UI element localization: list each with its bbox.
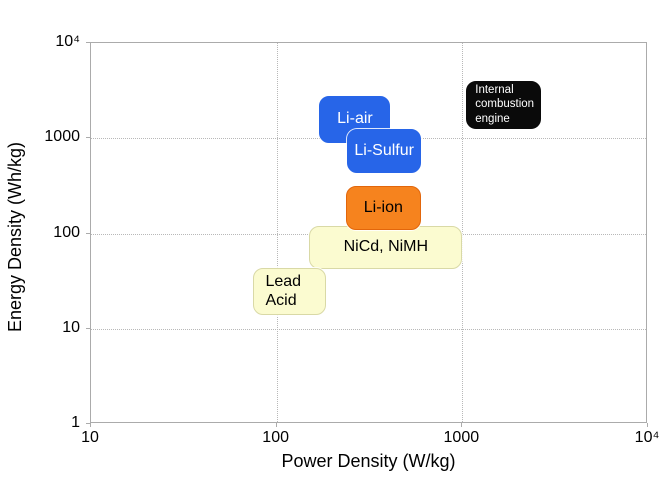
y-tick-mark [86, 423, 90, 424]
region-label-lead-acid: Lead [265, 273, 302, 291]
y-tick-label: 10 [62, 318, 80, 336]
y-tick-mark [86, 327, 90, 329]
x-tick-mark [461, 423, 463, 427]
region-lead-acid: Lead Acid [253, 268, 327, 315]
x-tick-label: 100 [262, 429, 290, 446]
y-tick-mark [86, 232, 90, 234]
x-tick-mark [275, 423, 277, 427]
x-tick-label: 10⁴ [634, 429, 660, 446]
y-tick-label: 1000 [44, 128, 80, 146]
region-label-internal-combustion-engine: engine [475, 113, 510, 126]
y-gridline [91, 328, 646, 330]
region-label-lead-acid: Acid [265, 291, 297, 309]
x-tick-label: 1000 [443, 429, 480, 446]
region-label-internal-combustion-engine: Internal [475, 83, 514, 96]
x-tick-label: 10 [81, 429, 99, 446]
x-tick-mark [90, 423, 91, 427]
region-li-ion: Li-ion [345, 186, 422, 230]
region-label-li-ion: Li-ion [363, 198, 403, 216]
y-tick-mark [86, 42, 90, 43]
plot-area: Li-air NiCd, NiMH Li-Sulfur Li-ion Lead Acid I… [90, 42, 647, 423]
region-internal-combustion-engine: Internal combustion engine [466, 80, 541, 129]
x-axis-title: Power Density (W/kg) [281, 451, 456, 471]
y-tick-mark [86, 137, 90, 139]
region-label-nicd-nimh: NiCd, NiMH [343, 238, 429, 256]
x-gridline [276, 43, 278, 422]
region-label-li-air: Li-air [337, 109, 373, 127]
region-label-internal-combustion-engine: combustion [475, 98, 535, 111]
x-tick-mark [647, 423, 648, 427]
region-li-sulfur: Li-Sulfur [347, 129, 422, 174]
x-gridline [462, 43, 464, 422]
y-tick-label: 10⁴ [55, 33, 80, 50]
y-tick-label: 1 [71, 414, 80, 431]
region-label-li-sulfur: Li-Sulfur [354, 141, 414, 159]
y-tick-label: 100 [53, 223, 80, 241]
region-nicd-nimh: NiCd, NiMH [309, 225, 463, 270]
